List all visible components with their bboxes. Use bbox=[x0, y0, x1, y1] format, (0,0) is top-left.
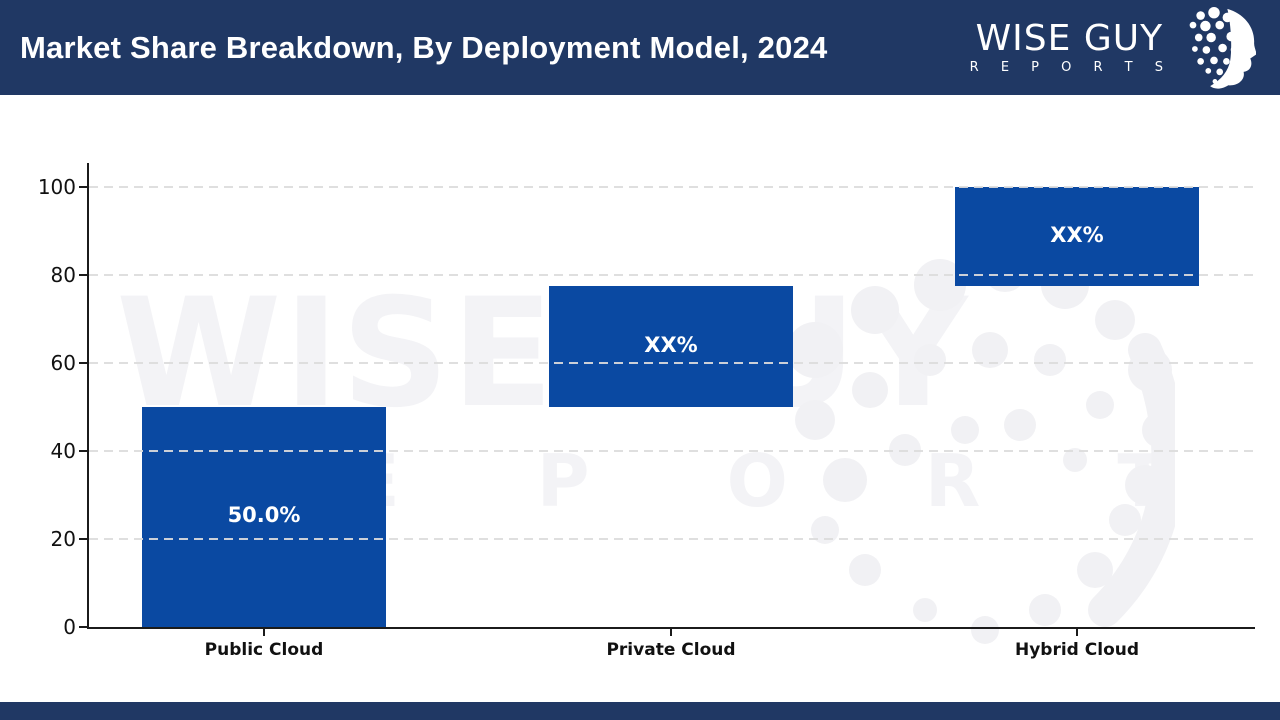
x-axis-line bbox=[87, 627, 1255, 629]
dotted-face-icon bbox=[1189, 6, 1256, 89]
bar-public-cloud bbox=[142, 407, 386, 627]
brand-logo-subname: R E P O R T S bbox=[969, 60, 1172, 75]
gridline bbox=[89, 362, 1253, 364]
gridline bbox=[89, 450, 1253, 452]
plot-area: 50.0% XX% XX% 0 20 40 60 80 100 Public Cloud Priva… bbox=[0, 95, 1280, 702]
y-tick-mark bbox=[79, 538, 87, 540]
y-tick-label: 20 bbox=[50, 527, 76, 551]
brand-logo: WISE GUY R E P O R T S bbox=[967, 6, 1256, 90]
bar-value-label: XX% bbox=[1050, 222, 1104, 247]
page-title: Market Share Breakdown, By Deployment Mo… bbox=[20, 29, 828, 65]
gridline bbox=[89, 274, 1253, 276]
bar-hybrid-cloud bbox=[955, 187, 1199, 286]
y-tick-mark bbox=[79, 186, 87, 188]
brand-logo-name: WISE GUY bbox=[975, 18, 1164, 59]
x-category-label: Private Cloud bbox=[606, 640, 736, 660]
chart-canvas: WISE GUY R E P O R T S 50.0%XX%XX%020406… bbox=[0, 95, 1280, 702]
y-tick-label: 0 bbox=[63, 615, 76, 639]
y-tick-label: 80 bbox=[50, 263, 76, 287]
footer-bar bbox=[0, 702, 1280, 720]
y-tick-mark bbox=[79, 626, 87, 628]
brand-logo-text: WISE GUY R E P O R T S bbox=[967, 18, 1172, 75]
x-tick-mark bbox=[263, 629, 265, 636]
gridline bbox=[89, 186, 1253, 188]
y-tick-label: 100 bbox=[37, 175, 76, 199]
bar-private-cloud bbox=[549, 286, 793, 407]
y-tick-mark bbox=[79, 274, 87, 276]
y-tick-mark bbox=[79, 362, 87, 364]
x-category-label: Public Cloud bbox=[204, 640, 324, 660]
bar-value-label: XX% bbox=[644, 332, 698, 357]
y-tick-label: 40 bbox=[50, 439, 76, 463]
gridline bbox=[89, 538, 1253, 540]
y-axis-line bbox=[87, 163, 89, 629]
header-bar: Market Share Breakdown, By Deployment Mo… bbox=[0, 0, 1280, 95]
y-tick-label: 60 bbox=[50, 351, 76, 375]
bar-value-label: 50.0% bbox=[227, 503, 301, 527]
x-category-label: Hybrid Cloud bbox=[1014, 640, 1140, 660]
x-tick-mark bbox=[1076, 629, 1078, 636]
x-tick-mark bbox=[670, 629, 672, 636]
y-tick-mark bbox=[79, 450, 87, 452]
